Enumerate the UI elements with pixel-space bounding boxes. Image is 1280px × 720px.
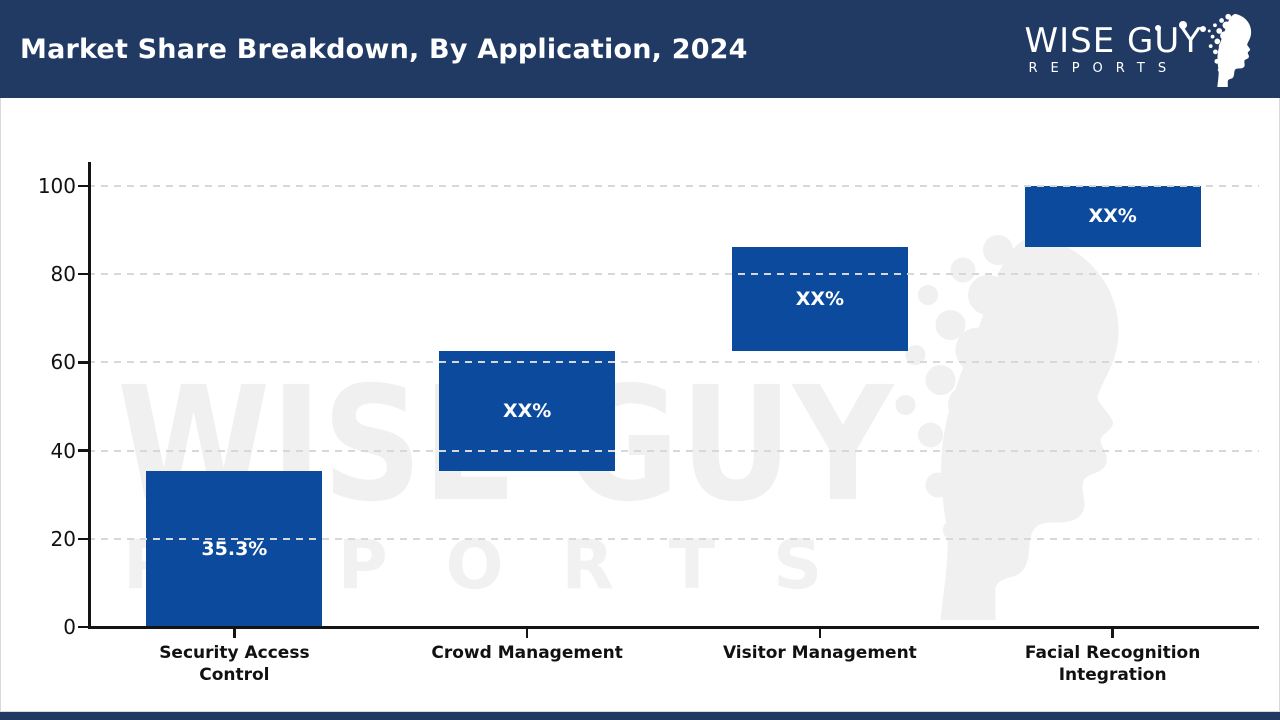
gridline-60 bbox=[88, 361, 1259, 364]
brand-logo: WISE GUY REPORTS bbox=[1024, 11, 1266, 87]
logo-dots-icon bbox=[1155, 21, 1206, 32]
header-bar: Market Share Breakdown, By Application, … bbox=[0, 0, 1280, 98]
x-tick-1 bbox=[525, 628, 529, 638]
y-axis-line bbox=[88, 162, 91, 629]
bar-0: 35.3% bbox=[146, 471, 323, 627]
bar-value-label-0: 35.3% bbox=[201, 538, 268, 561]
brand-name: WISE GUY bbox=[1024, 20, 1202, 61]
x-tick-label-3: Facial Recognition Integration bbox=[1024, 643, 1201, 685]
x-tick-label-1: Crowd Management bbox=[431, 643, 623, 663]
x-axis-line bbox=[88, 626, 1259, 629]
x-tick-3 bbox=[1111, 628, 1114, 638]
y-tick-0 bbox=[78, 625, 88, 629]
bar-value-label-1: XX% bbox=[502, 400, 552, 423]
wiseguy-face-icon bbox=[1204, 11, 1262, 87]
x-tick-2 bbox=[818, 628, 822, 638]
gridline-40 bbox=[88, 449, 1259, 452]
x-tick-0 bbox=[233, 628, 236, 638]
y-tick-label-20: 20 bbox=[50, 526, 76, 551]
y-tick-60 bbox=[78, 361, 88, 364]
y-tick-20 bbox=[78, 537, 88, 541]
y-tick-label-80: 80 bbox=[50, 262, 76, 287]
bar-3: XX% bbox=[1024, 186, 1201, 247]
y-tick-40 bbox=[78, 449, 88, 452]
chart-canvas: WISE GUY REPORTS 35.3% XX% XX% XX% 0 20 40 60 80… bbox=[0, 98, 1280, 712]
watermark-face-icon bbox=[873, 220, 1173, 620]
y-tick-100 bbox=[78, 184, 88, 188]
y-tick-80 bbox=[78, 272, 88, 276]
y-tick-label-100: 100 bbox=[37, 174, 76, 198]
y-tick-label-40: 40 bbox=[50, 438, 76, 463]
brand-subtitle: REPORTS bbox=[1028, 60, 1180, 76]
gridline-100 bbox=[88, 185, 1259, 187]
footer-bar bbox=[0, 712, 1280, 720]
bar-1: XX% bbox=[439, 350, 616, 472]
gridline-20 bbox=[88, 537, 1259, 540]
bar-2: XX% bbox=[731, 246, 908, 351]
chart-title: Market Share Breakdown, By Application, … bbox=[20, 33, 748, 65]
y-tick-label-0: 0 bbox=[63, 615, 76, 639]
gridline-80 bbox=[88, 273, 1259, 276]
bar-value-label-3: XX% bbox=[1088, 205, 1137, 228]
x-tick-label-2: Visitor Management bbox=[722, 643, 917, 663]
x-tick-label-0: Security Access Control bbox=[159, 643, 310, 685]
bar-value-label-2: XX% bbox=[795, 287, 845, 310]
y-tick-label-60: 60 bbox=[50, 350, 76, 375]
